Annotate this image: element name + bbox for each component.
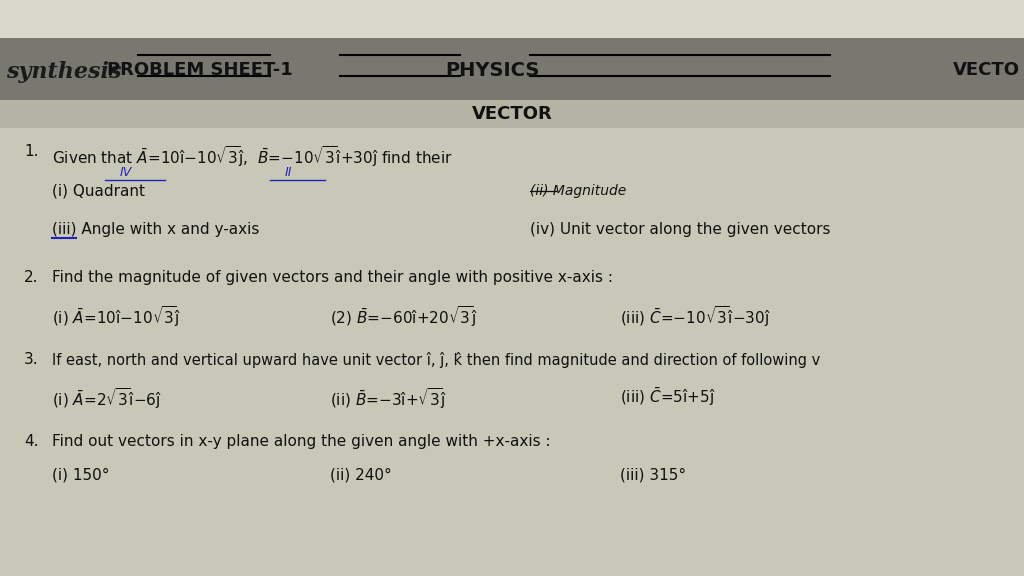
Text: VECTO: VECTO — [953, 61, 1020, 79]
Text: Find out vectors in x-y plane along the given angle with +x-axis :: Find out vectors in x-y plane along the … — [52, 434, 551, 449]
Text: synthesis: synthesis — [6, 61, 122, 83]
Bar — [0, 128, 1024, 576]
Text: PHYSICS: PHYSICS — [444, 60, 540, 79]
Text: (ii) $\bar{B}$=−3î+$\sqrt{3}$ĵ: (ii) $\bar{B}$=−3î+$\sqrt{3}$ĵ — [330, 386, 447, 411]
Text: 2.: 2. — [24, 270, 39, 285]
Text: (i) $\bar{A}$=2$\sqrt{3}$î−6ĵ: (i) $\bar{A}$=2$\sqrt{3}$î−6ĵ — [52, 386, 162, 411]
Text: VECTOR: VECTOR — [472, 105, 552, 123]
Bar — [0, 38, 1024, 100]
Text: PROBLEM SHEET-1: PROBLEM SHEET-1 — [108, 61, 293, 79]
Text: 3.: 3. — [24, 352, 39, 367]
Text: 4.: 4. — [24, 434, 39, 449]
Bar — [0, 100, 1024, 128]
Bar — [0, 0, 1024, 38]
Text: (ii) 240°: (ii) 240° — [330, 468, 392, 483]
Text: (2) $\bar{B}$=−60î+20$\sqrt{3}$ĵ: (2) $\bar{B}$=−60î+20$\sqrt{3}$ĵ — [330, 304, 478, 329]
Text: (iv) Unit vector along the given vectors: (iv) Unit vector along the given vectors — [530, 222, 830, 237]
Text: (i) Quadrant: (i) Quadrant — [52, 184, 145, 199]
Text: IV: IV — [120, 166, 132, 179]
Text: (ii) Magnitude: (ii) Magnitude — [530, 184, 627, 198]
Text: Find the magnitude of given vectors and their angle with positive x-axis :: Find the magnitude of given vectors and … — [52, 270, 613, 285]
Text: (iii) $\bar{C}$=5î+5ĵ: (iii) $\bar{C}$=5î+5ĵ — [620, 386, 716, 408]
Text: (iii) $\bar{C}$=−10$\sqrt{3}$î−30ĵ: (iii) $\bar{C}$=−10$\sqrt{3}$î−30ĵ — [620, 304, 771, 329]
Text: 1.: 1. — [24, 144, 39, 159]
Text: Given that $\bar{A}$=10î−10$\sqrt{3}$ĵ,  $\bar{B}$=−10$\sqrt{3}$î+30ĵ find their: Given that $\bar{A}$=10î−10$\sqrt{3}$ĵ, … — [52, 144, 453, 169]
Text: (iii) 315°: (iii) 315° — [620, 468, 686, 483]
Text: II: II — [285, 166, 293, 179]
Text: (iii) Angle with x and y-axis: (iii) Angle with x and y-axis — [52, 222, 259, 237]
Text: If east, north and vertical upward have unit vector î, ĵ, k̂ then find magnitude: If east, north and vertical upward have … — [52, 352, 820, 368]
Text: (i) $\bar{A}$=10î−10$\sqrt{3}$ĵ: (i) $\bar{A}$=10î−10$\sqrt{3}$ĵ — [52, 304, 181, 329]
Text: (i) 150°: (i) 150° — [52, 468, 110, 483]
